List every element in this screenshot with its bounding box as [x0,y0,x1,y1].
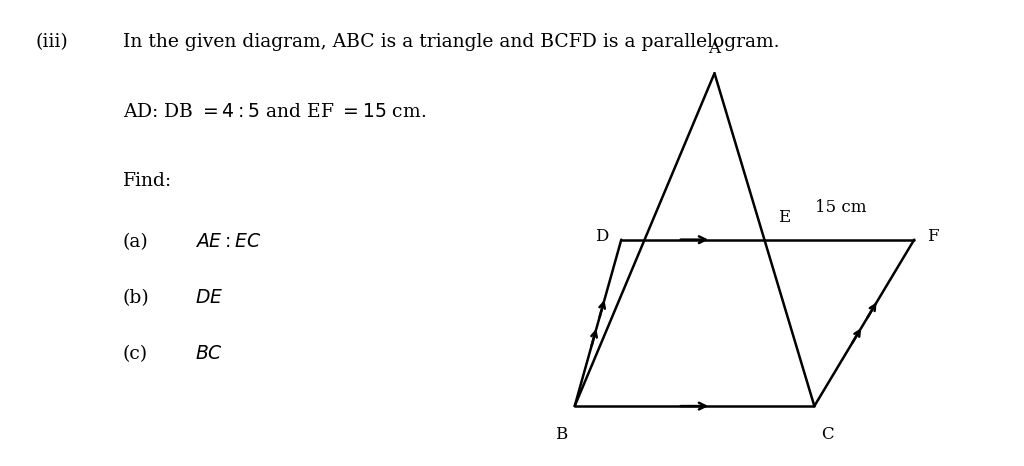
Text: D: D [595,228,608,245]
Text: $DE$: $DE$ [195,289,223,307]
Text: In the given diagram, ABC is a triangle and BCFD is a parallelogram.: In the given diagram, ABC is a triangle … [123,33,779,51]
Text: (c): (c) [123,345,148,363]
Text: 15 cm: 15 cm [815,199,866,216]
Text: C: C [821,426,834,443]
Text: (iii): (iii) [36,33,69,51]
Text: B: B [555,426,567,443]
Text: E: E [778,209,790,226]
Text: (a): (a) [123,233,148,251]
Text: $AE : EC$: $AE : EC$ [195,233,261,251]
Text: (b): (b) [123,289,150,307]
Text: F: F [928,228,939,245]
Text: $BC$: $BC$ [195,345,222,363]
Text: A: A [709,40,721,56]
Text: AD: DB $= 4: 5$ and EF $= 15$ cm.: AD: DB $= 4: 5$ and EF $= 15$ cm. [123,103,426,121]
Text: Find:: Find: [123,172,172,191]
